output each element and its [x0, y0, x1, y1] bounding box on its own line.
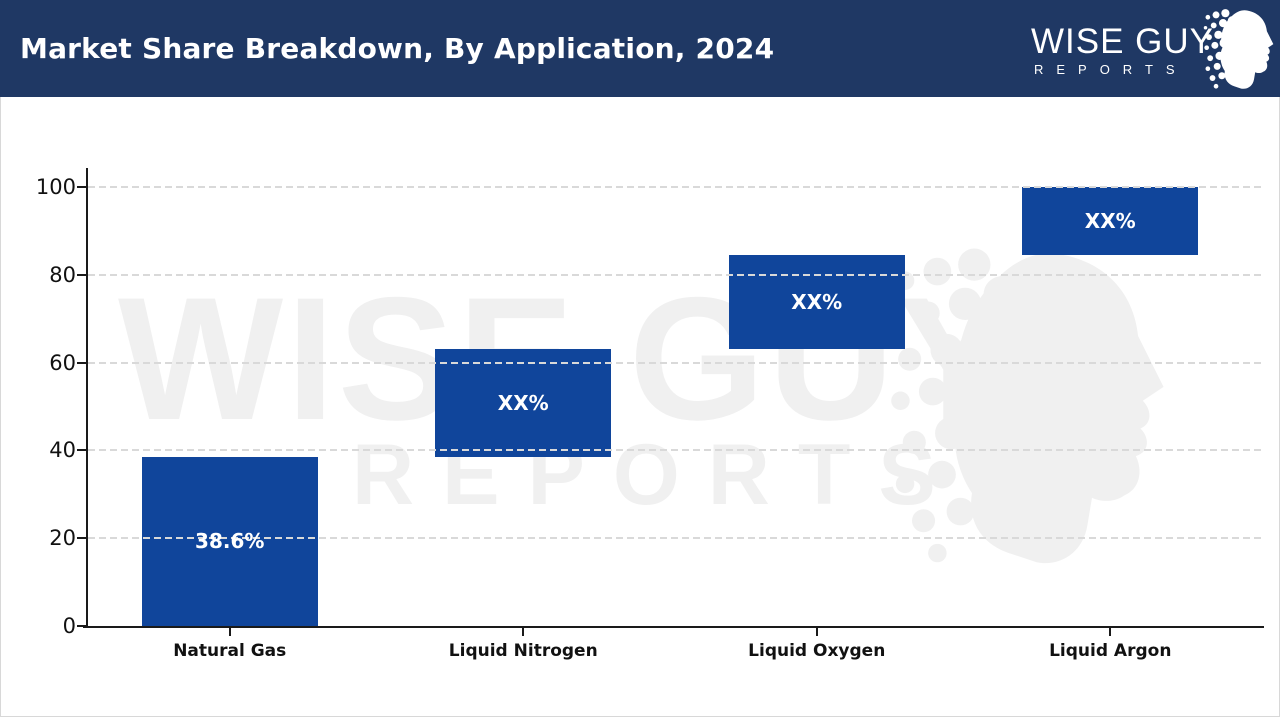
- grid-line: [88, 273, 1264, 276]
- grid-line: [88, 537, 1264, 540]
- y-axis-tick-label: 60: [49, 350, 76, 375]
- y-axis-tick-label: 20: [49, 526, 76, 551]
- logo-wordmark: WISE GUY: [1030, 22, 1214, 61]
- y-axis-tick-label: 40: [49, 438, 76, 463]
- bar-liquid-nitrogen: [435, 348, 612, 457]
- x-axis-tick: [522, 627, 525, 636]
- header: Market Share Breakdown, By Application, …: [0, 0, 1280, 97]
- bar-value-label: XX%: [791, 289, 843, 314]
- logo-text: WISE GUY REPORTS: [1031, 24, 1214, 76]
- face-profile-logo-icon: [1203, 9, 1274, 89]
- y-axis-line: [86, 168, 88, 628]
- bar-natural-gas: [141, 456, 318, 626]
- page-title: Market Share Breakdown, By Application, …: [20, 32, 775, 65]
- y-axis-tick: [77, 273, 86, 276]
- x-axis-label-liquid-nitrogen: Liquid Nitrogen: [448, 641, 598, 661]
- x-axis-tick: [1109, 627, 1112, 636]
- bar-value-label: XX%: [1084, 209, 1136, 234]
- bar-value-label: 38.6%: [195, 529, 265, 554]
- y-axis-tick: [77, 186, 86, 188]
- x-axis-label-natural-gas: Natural Gas: [173, 641, 287, 661]
- logo-subtext: REPORTS: [1033, 62, 1188, 77]
- grid-line: [88, 449, 1264, 452]
- watermark-face-icon: [888, 248, 1164, 564]
- brand-logo: WISE GUY REPORTS: [1031, 6, 1278, 94]
- y-axis-tick-label: 0: [62, 614, 76, 638]
- bar-liquid-oxygen: [728, 255, 905, 349]
- x-axis-tick: [228, 627, 231, 636]
- x-axis-label-liquid-oxygen: Liquid Oxygen: [748, 641, 886, 661]
- bar-liquid-argon: [1022, 187, 1199, 256]
- y-axis-tick: [77, 449, 86, 452]
- x-axis-line: [83, 626, 1264, 628]
- y-axis-tick: [77, 625, 86, 627]
- grid-line: [88, 361, 1264, 364]
- y-axis-tick: [77, 361, 86, 364]
- x-axis-label-liquid-argon: Liquid Argon: [1049, 641, 1172, 661]
- grid-line: [88, 186, 1264, 188]
- y-axis-tick: [77, 537, 86, 540]
- y-axis-tick-label: 80: [49, 262, 76, 287]
- y-axis-tick-label: 100: [35, 175, 76, 199]
- bar-value-label: XX%: [497, 390, 549, 415]
- x-axis-tick: [815, 627, 818, 636]
